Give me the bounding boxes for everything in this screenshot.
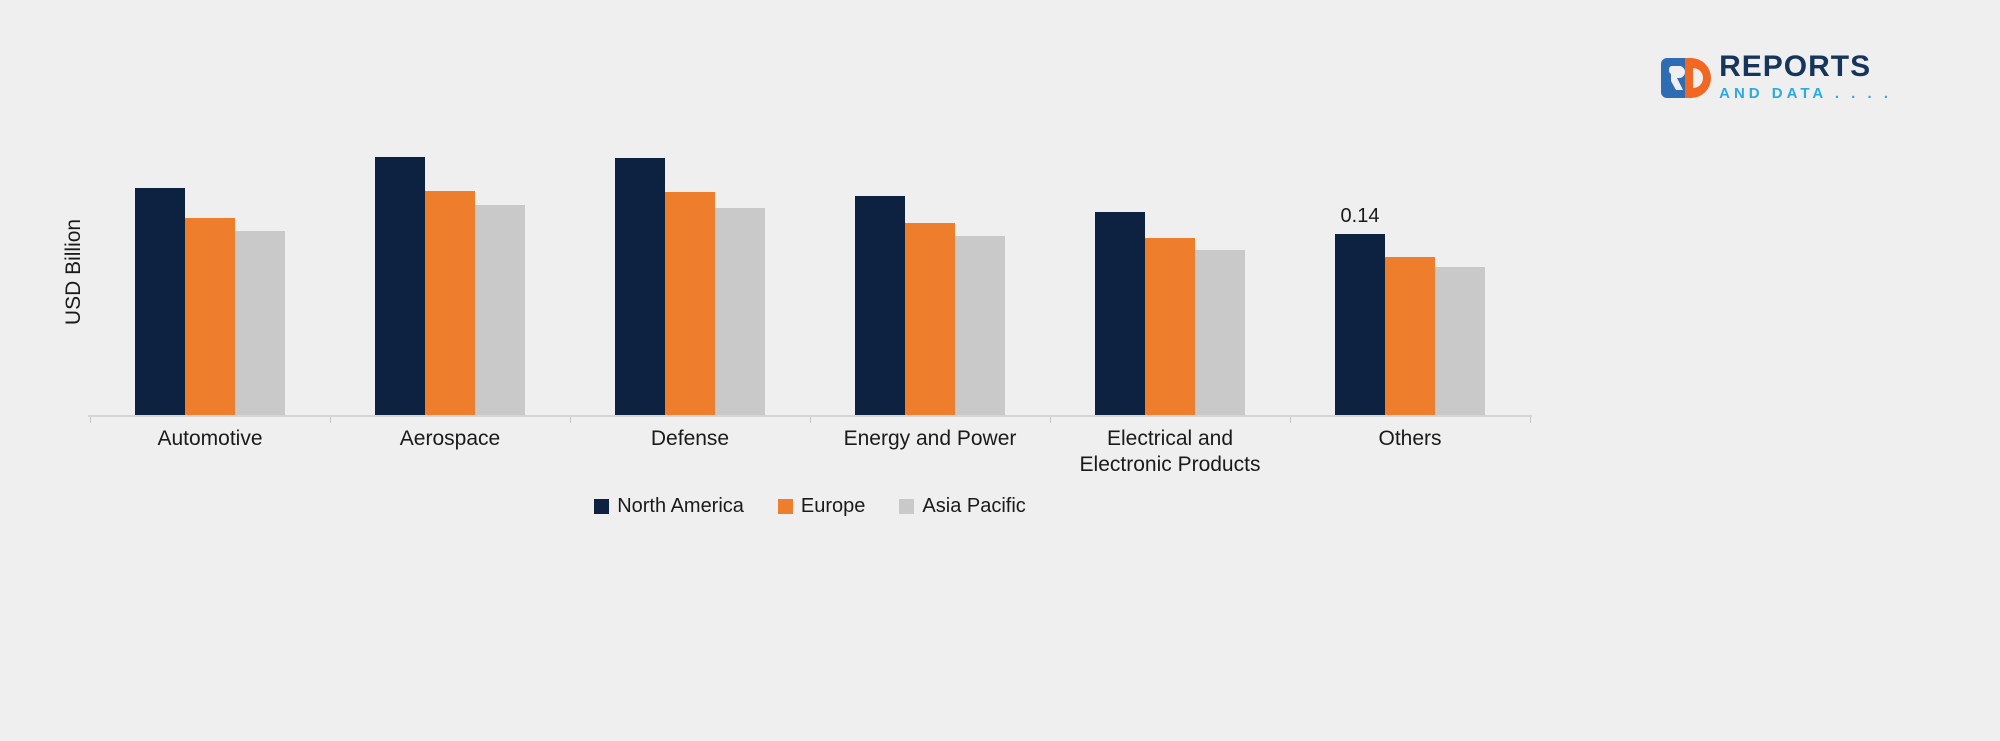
x-axis-labels: Automotive Aerospace Defense Energy and Pow… (90, 426, 1530, 479)
x-axis-tick (90, 417, 91, 423)
bar-group (570, 130, 810, 415)
legend-swatch (777, 499, 793, 514)
x-axis-tick (1530, 417, 1531, 423)
x-axis-tick (1050, 417, 1051, 423)
bar (185, 218, 235, 415)
bar (905, 223, 955, 415)
bar (665, 192, 715, 415)
y-axis-label: USD Billion (62, 218, 85, 326)
logo-icon (1661, 58, 1712, 98)
bar-group: 0.14 (1290, 130, 1530, 415)
bar-group (1050, 130, 1290, 415)
bar (475, 205, 525, 415)
x-axis-tick (570, 417, 571, 423)
legend-label: Europe (800, 495, 866, 517)
legend-label: North America (617, 495, 744, 517)
bar-group (330, 130, 570, 415)
bar (955, 236, 1005, 415)
x-axis-tick (330, 417, 331, 423)
x-tick-label: Others (1378, 427, 1442, 450)
bar (1435, 267, 1485, 415)
x-tick-label: Aerospace (399, 427, 501, 450)
bar (135, 188, 185, 415)
logo-title: REPORTS (1719, 50, 1872, 83)
legend-swatch (594, 499, 610, 514)
logo-text: REPORTS AND DATA . . . . (1719, 50, 1892, 102)
legend-item: North America (594, 495, 744, 518)
legend: North America Europe Asia Pacific (90, 495, 1530, 518)
bar (375, 157, 425, 415)
bar (235, 231, 285, 415)
legend-label: Asia Pacific (922, 495, 1026, 517)
legend-item: Asia Pacific (899, 495, 1026, 518)
bar-group (90, 130, 330, 415)
plot-area: 0.14 (90, 130, 1530, 415)
bar (855, 196, 905, 415)
x-axis-line (88, 415, 1532, 417)
bar (1385, 257, 1435, 415)
legend-swatch (899, 499, 915, 514)
reports-and-data-logo: REPORTS AND DATA . . . . (1659, 52, 1892, 104)
x-tick-label: Automotive (157, 427, 263, 450)
bar (425, 191, 475, 415)
bar (1195, 250, 1245, 415)
logo-subtitle: AND DATA . . . . (1719, 85, 1892, 102)
bar (615, 158, 665, 415)
x-tick-label: Electrical and Electronic Products (1079, 427, 1261, 477)
bar: 0.14 (1335, 205, 1385, 415)
x-tick-label: Defense (650, 427, 730, 450)
x-axis-tick (1290, 417, 1291, 423)
x-axis-tick (810, 417, 811, 423)
x-tick-label: Energy and Power (843, 427, 1017, 450)
bar-group (810, 130, 1050, 415)
bar (1145, 238, 1195, 415)
bar-data-label: 0.14 (1340, 205, 1380, 227)
bar (715, 208, 765, 415)
legend-item: Europe (777, 495, 866, 518)
bar (1095, 212, 1145, 415)
